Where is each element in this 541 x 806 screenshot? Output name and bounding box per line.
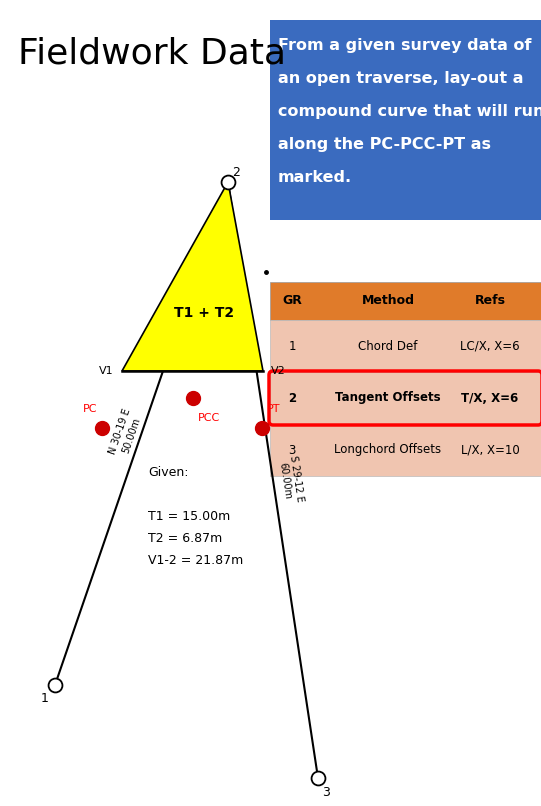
Text: GR: GR <box>282 294 302 308</box>
Text: 2: 2 <box>288 392 296 405</box>
Text: T2 = 6.87m: T2 = 6.87m <box>148 532 222 545</box>
Text: along the PC-PCC-PT as: along the PC-PCC-PT as <box>278 137 491 152</box>
Text: L/X, X=10: L/X, X=10 <box>460 443 519 456</box>
Text: V1: V1 <box>100 366 114 376</box>
Text: 1: 1 <box>41 692 49 705</box>
Text: PCC: PCC <box>198 413 220 423</box>
Text: N 30-19 E
50.00m: N 30-19 E 50.00m <box>108 407 143 459</box>
Text: From a given survey data of: From a given survey data of <box>278 38 531 53</box>
Text: T/X, X=6: T/X, X=6 <box>461 392 519 405</box>
FancyBboxPatch shape <box>270 20 541 220</box>
Text: marked.: marked. <box>278 170 352 185</box>
Text: V2: V2 <box>271 366 286 376</box>
Text: an open traverse, lay-out a: an open traverse, lay-out a <box>278 71 524 86</box>
Text: V1-2 = 21.87m: V1-2 = 21.87m <box>148 554 243 567</box>
Text: PT: PT <box>267 404 280 414</box>
Text: Given:: Given: <box>148 466 188 479</box>
Text: Chord Def: Chord Def <box>358 339 418 352</box>
Text: Tangent Offsets: Tangent Offsets <box>335 392 441 405</box>
Text: Refs: Refs <box>474 294 505 308</box>
Text: LC/X, X=6: LC/X, X=6 <box>460 339 520 352</box>
Text: Longchord Offsets: Longchord Offsets <box>334 443 441 456</box>
Text: S 29-12 E
60.00m: S 29-12 E 60.00m <box>277 455 305 505</box>
Text: Method: Method <box>361 294 414 308</box>
Polygon shape <box>122 182 263 371</box>
Text: 3: 3 <box>322 786 330 799</box>
Text: Fieldwork Data: Fieldwork Data <box>18 36 286 70</box>
Text: 1: 1 <box>288 339 296 352</box>
FancyBboxPatch shape <box>270 424 541 476</box>
Text: T1 = 15.00m: T1 = 15.00m <box>148 510 230 523</box>
FancyBboxPatch shape <box>270 372 541 424</box>
Text: compound curve that will run: compound curve that will run <box>278 104 541 119</box>
Text: 2: 2 <box>232 165 240 178</box>
Text: T1 + T2: T1 + T2 <box>174 306 234 320</box>
FancyBboxPatch shape <box>270 320 541 372</box>
FancyBboxPatch shape <box>270 282 541 320</box>
Text: 3: 3 <box>288 443 296 456</box>
Text: PC: PC <box>82 404 97 414</box>
